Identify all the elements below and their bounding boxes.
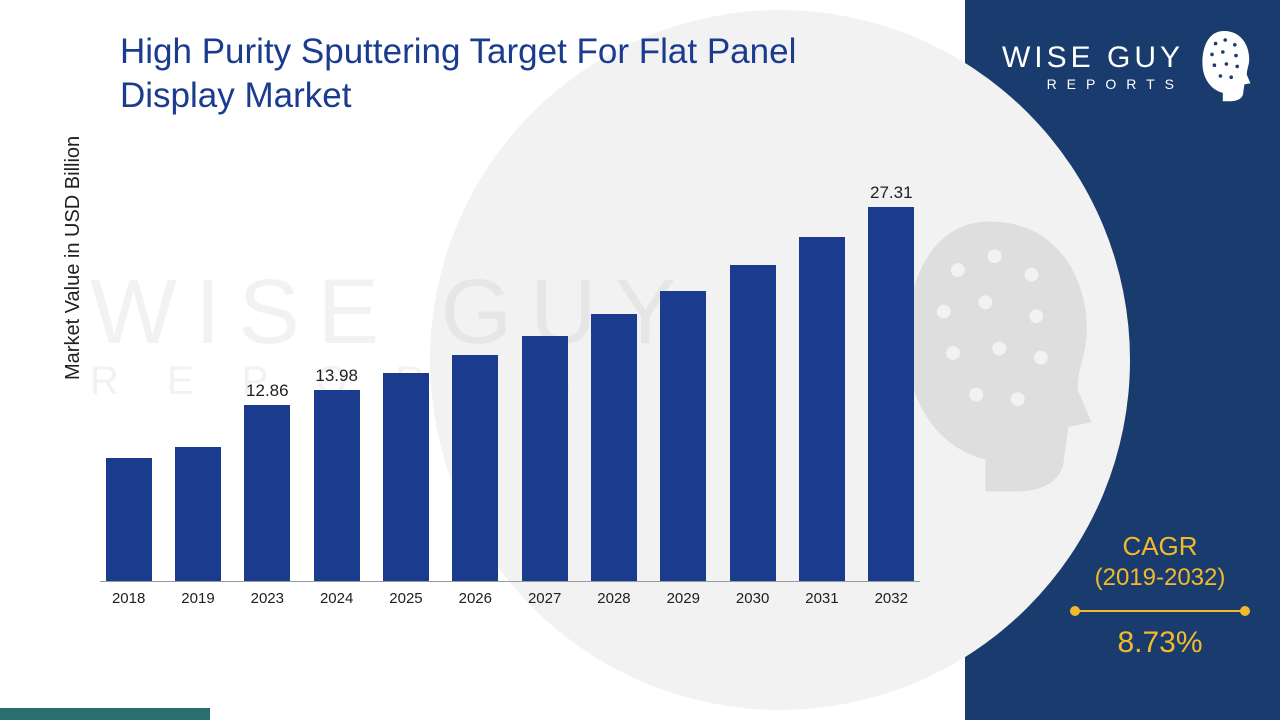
logo-head-icon bbox=[1190, 28, 1258, 106]
bar bbox=[868, 207, 914, 582]
bar-slot bbox=[169, 447, 226, 582]
cagr-value: 8.73% bbox=[1040, 626, 1280, 660]
bar-slot bbox=[585, 314, 642, 582]
bar-slot bbox=[447, 355, 504, 582]
x-category-label: 2018 bbox=[100, 582, 157, 610]
bar bbox=[591, 314, 637, 582]
x-category-label: 2024 bbox=[308, 582, 365, 610]
x-category-label: 2030 bbox=[724, 582, 781, 610]
bar-slot bbox=[655, 291, 712, 582]
bar-value-label: 12.86 bbox=[246, 381, 289, 401]
x-category-label: 2026 bbox=[447, 582, 504, 610]
bar bbox=[314, 390, 360, 582]
x-category-label: 2032 bbox=[863, 582, 920, 610]
bar bbox=[799, 237, 845, 582]
bars-row: 12.8613.9827.31 bbox=[100, 170, 920, 582]
footer-accent-bar bbox=[0, 708, 210, 720]
bar bbox=[175, 447, 221, 582]
brand-logo: WISE GUY REPORTS bbox=[978, 28, 1258, 106]
y-axis-label: Market Value in USD Billion bbox=[62, 136, 85, 380]
cagr-title: CAGR bbox=[1040, 531, 1280, 562]
bar-slot bbox=[793, 237, 850, 582]
x-category-label: 2029 bbox=[655, 582, 712, 610]
bar-slot bbox=[724, 265, 781, 582]
x-category-label: 2028 bbox=[585, 582, 642, 610]
logo-line1: WISE GUY bbox=[1002, 43, 1184, 73]
bar bbox=[660, 291, 706, 582]
x-category-label: 2019 bbox=[169, 582, 226, 610]
bar bbox=[452, 355, 498, 582]
bar bbox=[522, 336, 568, 582]
cagr-block: CAGR (2019-2032) 8.73% bbox=[1040, 531, 1280, 660]
bar bbox=[383, 373, 429, 582]
cagr-range: (2019-2032) bbox=[1040, 564, 1280, 592]
bar-slot: 12.86 bbox=[239, 405, 296, 582]
bar bbox=[244, 405, 290, 582]
bar bbox=[106, 458, 152, 582]
bar-chart: 12.8613.9827.31 201820192023202420252026… bbox=[100, 170, 920, 610]
x-category-label: 2025 bbox=[377, 582, 434, 610]
cagr-divider bbox=[1075, 610, 1245, 612]
x-category-label: 2023 bbox=[239, 582, 296, 610]
logo-line2: REPORTS bbox=[1047, 77, 1184, 91]
bar-slot bbox=[100, 458, 157, 582]
bar-slot: 27.31 bbox=[863, 207, 920, 582]
bar-slot bbox=[516, 336, 573, 582]
chart-title: High Purity Sputtering Target For Flat P… bbox=[120, 30, 800, 118]
bar-value-label: 27.31 bbox=[870, 183, 913, 203]
bar-value-label: 13.98 bbox=[315, 366, 358, 386]
x-categories-row: 2018 2019 2023 2024 2025 2026 2027 2028 2029 2030… bbox=[100, 582, 920, 610]
bar bbox=[730, 265, 776, 582]
x-category-label: 2027 bbox=[516, 582, 573, 610]
bar-slot bbox=[377, 373, 434, 582]
bar-slot: 13.98 bbox=[308, 390, 365, 582]
x-category-label: 2031 bbox=[793, 582, 850, 610]
